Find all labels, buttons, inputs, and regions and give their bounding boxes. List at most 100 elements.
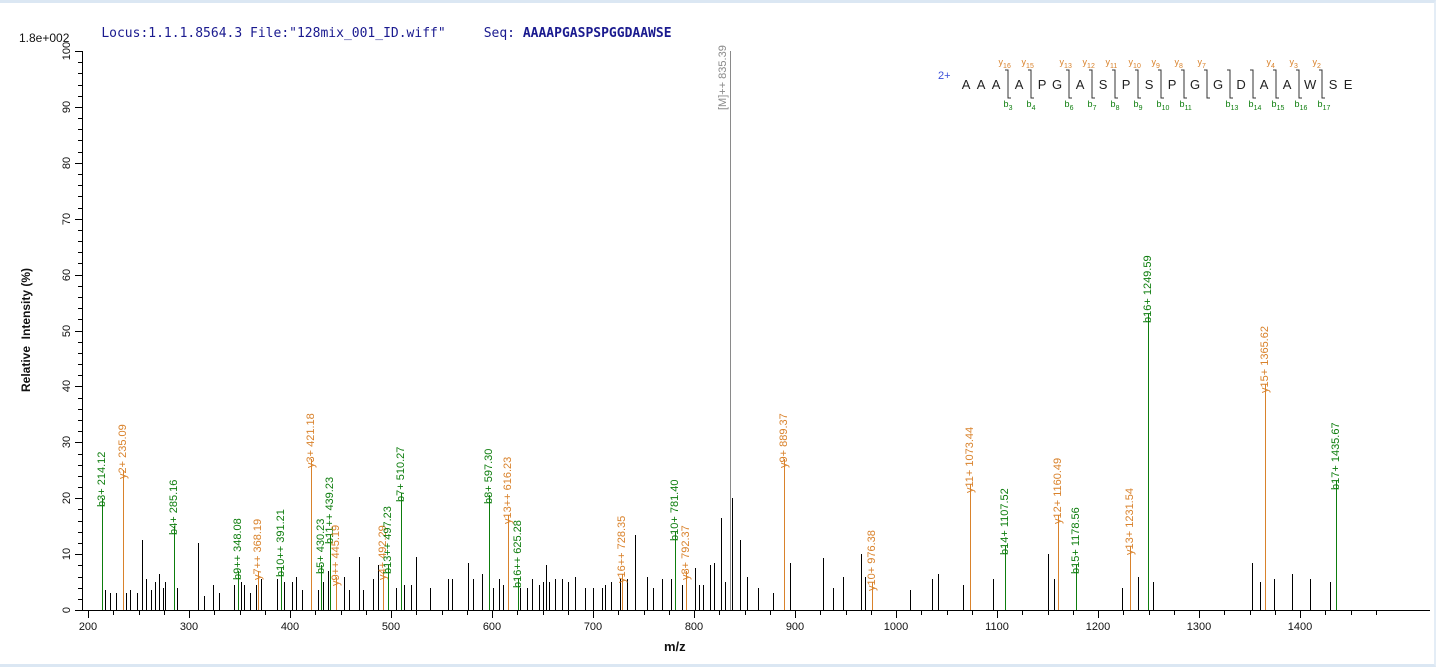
peak-line xyxy=(823,558,825,610)
y-ion-mark-label: y13 xyxy=(1059,57,1072,70)
b-ion-mark-label: b14 xyxy=(1248,99,1262,112)
peak-line-y-ion xyxy=(621,573,623,610)
peak-label: b8+ 597.30 xyxy=(483,449,496,505)
peak-line xyxy=(302,590,304,610)
peak-line xyxy=(593,587,594,610)
peak-line xyxy=(328,570,330,610)
precursor-charge-label: 2+ xyxy=(938,70,951,83)
y-tick-minor xyxy=(78,565,82,567)
b-ion-mark-label: b6 xyxy=(1064,99,1074,112)
peak-line-b-ion xyxy=(1336,481,1337,610)
x-tick-label: 400 xyxy=(280,621,300,633)
x-tick-minor xyxy=(441,611,443,615)
peak-line xyxy=(1259,582,1261,610)
y-ion-mark-label: y10 xyxy=(1128,57,1141,70)
peak-line xyxy=(323,582,325,610)
peak-label: y13++ 616.23 xyxy=(502,456,515,524)
x-tick-label: 600 xyxy=(482,621,502,633)
peak-line xyxy=(567,582,569,610)
peak-line xyxy=(198,542,200,610)
y-tick-minor xyxy=(78,419,82,421)
x-tick-minor xyxy=(1375,611,1377,615)
b-ion-mark-label: b4 xyxy=(1026,99,1036,112)
x-tick-minor xyxy=(163,611,165,615)
peak-line xyxy=(710,565,712,610)
y-tick-label: 30 xyxy=(61,436,73,449)
y-tick-minor xyxy=(78,73,82,75)
cleavage-mark: b13 xyxy=(1226,69,1238,112)
peak-line-b-ion xyxy=(281,568,283,610)
y-ion-mark-label: y9 xyxy=(1151,57,1160,70)
peak-line xyxy=(962,584,964,610)
peak-line xyxy=(746,576,748,610)
x-tick-minor xyxy=(1123,611,1125,615)
peak-line xyxy=(681,584,683,610)
y-tick-minor xyxy=(78,297,82,298)
peak-line-y-ion xyxy=(784,459,786,610)
spectrum-header: Locus:1.1.1.8564.3 File:"128mix_001_ID.w… xyxy=(70,11,671,56)
x-tick-minor xyxy=(542,611,544,615)
x-tick-minor xyxy=(719,611,721,615)
x-tick-label: 1300 xyxy=(1186,621,1212,633)
peak-line xyxy=(481,573,483,610)
residue-letter: A xyxy=(1259,76,1269,92)
y-tick-minor xyxy=(78,364,82,365)
residue-letter: A xyxy=(1075,76,1085,92)
y-tick-minor xyxy=(78,598,82,600)
peak-line xyxy=(141,540,143,610)
y-tick-minor xyxy=(78,263,82,265)
b-ion-mark-label: b3 xyxy=(1003,99,1013,112)
x-tick-major xyxy=(593,611,594,618)
y-tick-minor xyxy=(78,62,82,64)
peak-line xyxy=(605,584,607,610)
peak-line-precursor xyxy=(729,51,731,610)
residue-letter: A xyxy=(976,76,986,92)
peak-line xyxy=(416,556,418,610)
y-tick-label: 40 xyxy=(61,380,73,393)
x-tick-label: 900 xyxy=(785,621,805,633)
y-ion-mark-label: y15 xyxy=(1021,57,1034,70)
peak-line xyxy=(721,517,723,610)
x-tick-minor xyxy=(643,611,645,615)
residue-letter: P xyxy=(1121,76,1131,92)
y-tick-major xyxy=(75,498,82,500)
y-tick-major xyxy=(75,274,82,276)
peak-line xyxy=(234,584,236,610)
peak-line xyxy=(703,584,705,610)
peak-line xyxy=(249,593,251,610)
peak-line xyxy=(136,593,138,610)
peak-line xyxy=(447,579,449,610)
y-tick-label: 80 xyxy=(61,156,73,169)
residue-letter: E xyxy=(1343,76,1353,92)
peak-line xyxy=(757,587,759,610)
peak-line-y-ion xyxy=(123,470,125,611)
peak-label: y8+ 792.37 xyxy=(680,525,693,580)
y-tick-minor xyxy=(78,95,82,97)
y-tick-minor xyxy=(78,375,82,377)
x-tick-minor xyxy=(466,611,468,615)
residue-letter: D xyxy=(1236,76,1246,92)
peak-line xyxy=(695,568,696,610)
cleavage-mark: y13 b6 xyxy=(1060,57,1074,112)
y-tick-minor xyxy=(78,509,82,511)
cleavage-mark: y8 b11 xyxy=(1175,57,1192,112)
x-tick-minor xyxy=(820,611,822,615)
x-tick-minor xyxy=(1350,611,1352,615)
peak-line-b-ion xyxy=(388,565,390,610)
y-tick-major xyxy=(75,218,82,220)
peak-line xyxy=(790,562,791,610)
y-tick-major xyxy=(75,330,82,332)
peak-line xyxy=(467,562,469,610)
x-tick-minor xyxy=(769,611,771,615)
peak-line-y-ion xyxy=(1129,545,1131,610)
peak-label: b16+ 1249.59 xyxy=(1142,255,1155,323)
peak-line xyxy=(1273,579,1275,610)
b-ion-mark-label: b11 xyxy=(1179,99,1192,112)
y-tick-minor xyxy=(78,352,82,354)
x-tick-minor xyxy=(1047,611,1049,615)
peak-line xyxy=(527,587,529,610)
y-ion-mark-label: y16 xyxy=(998,57,1011,70)
peak-label: y3+ 421.18 xyxy=(305,413,318,469)
peak-line xyxy=(1122,587,1124,610)
peak-line xyxy=(162,587,164,610)
